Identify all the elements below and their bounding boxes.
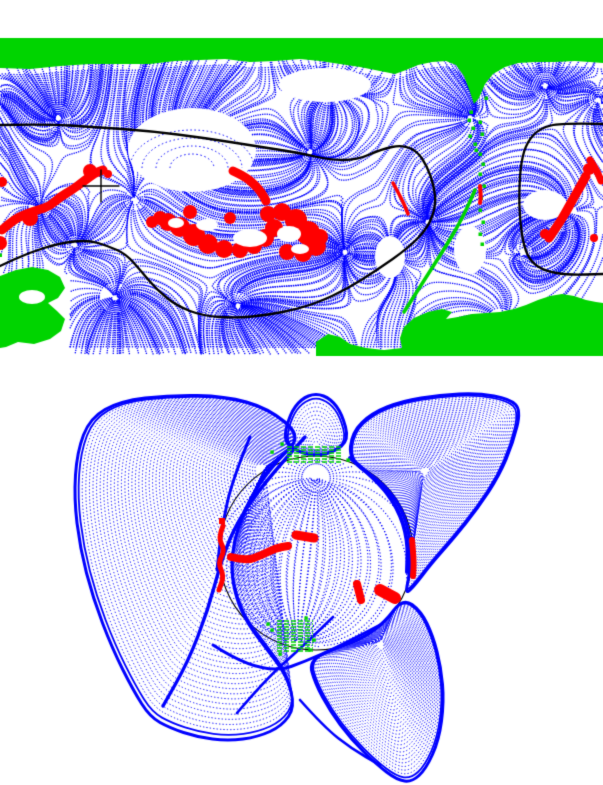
streamline-map-canvas <box>0 37 603 357</box>
fieldline-3d-canvas <box>0 357 603 785</box>
